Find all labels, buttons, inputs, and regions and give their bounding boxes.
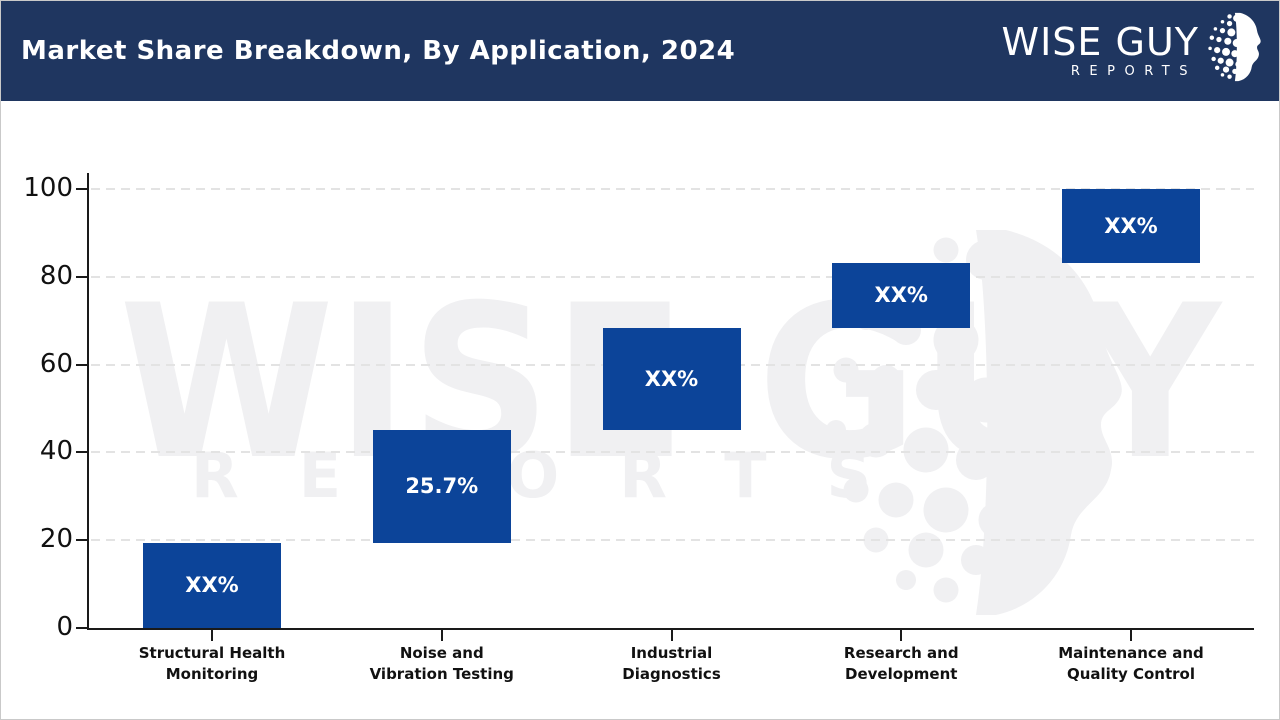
y-tick-label-80: 80	[39, 260, 73, 291]
gridline-100	[91, 188, 1254, 190]
logo-head-icon	[1208, 12, 1261, 82]
bar-value-label-1: XX%	[185, 573, 239, 598]
y-axis-line	[87, 173, 89, 630]
x-tick-1	[211, 630, 213, 641]
logo-text-line1: WISE GUY	[1001, 20, 1199, 64]
x-tick-2	[440, 630, 443, 641]
y-tick-40	[76, 451, 89, 454]
x-tick-4	[900, 630, 903, 641]
y-tick-0	[76, 627, 89, 629]
category-label-line: Development	[845, 665, 958, 683]
category-label-line: Quality Control	[1066, 665, 1195, 683]
bar-value-label-5: XX%	[1104, 214, 1158, 239]
page-title: Market Share Breakdown, By Application, …	[21, 36, 736, 66]
logo-text-line2: REPORTS	[1070, 64, 1197, 79]
category-label-3: Industrial Diagnostics	[552, 643, 792, 685]
category-label-line: Maintenance and	[1058, 644, 1204, 662]
category-label-line: Vibration Testing	[369, 665, 514, 683]
category-label-line: Structural Health	[138, 644, 286, 662]
y-tick-60	[76, 363, 89, 366]
chart-area: WISE GUY REPORTS 0 20 40 60 80 100 XX% Structur…	[1, 101, 1279, 719]
bar-1: XX%	[143, 542, 281, 628]
category-label-line: Noise and	[399, 644, 484, 662]
bar-value-label-3: XX%	[644, 366, 699, 391]
x-tick-5	[1130, 630, 1132, 641]
y-tick-label-20: 20	[39, 524, 73, 555]
y-tick-80	[76, 275, 89, 278]
gridline-80	[91, 275, 1254, 278]
y-tick-label-100: 100	[23, 173, 73, 203]
category-label-line: Monitoring	[165, 665, 259, 683]
y-tick-label-40: 40	[39, 436, 73, 467]
bar-value-label-2: 25.7%	[405, 474, 479, 499]
watermark-text-line2: REPORTS	[191, 439, 932, 512]
bar-3: XX%	[602, 327, 741, 430]
category-label-line: Research and	[843, 644, 959, 662]
bar-5: XX%	[1062, 189, 1200, 264]
y-tick-label-0: 0	[56, 612, 73, 642]
category-label-2: Noise and Vibration Testing	[322, 643, 562, 685]
bar-4: XX%	[832, 263, 971, 328]
header-banner: Market Share Breakdown, By Application, …	[1, 1, 1279, 101]
y-tick-100	[76, 188, 89, 190]
gridline-40	[91, 451, 1254, 454]
y-tick-20	[76, 539, 89, 542]
x-tick-3	[670, 630, 673, 641]
gridline-20	[91, 539, 1254, 542]
category-label-1: Structural Health Monitoring	[92, 643, 332, 685]
y-tick-label-60: 60	[39, 348, 73, 379]
x-axis-line	[87, 627, 1254, 630]
bar-2: 25.7%	[372, 430, 511, 543]
category-label-line: Industrial	[630, 644, 713, 662]
category-label-4: Research and Development	[781, 643, 1021, 685]
wise-guy-logo: WISE GUY REPORTS	[1002, 11, 1265, 91]
bar-value-label-4: XX%	[874, 283, 928, 308]
logo-wordmark: WISE GUY REPORTS	[1002, 23, 1199, 79]
category-label-5: Maintenance and Quality Control	[1011, 643, 1251, 685]
category-label-line: Diagnostics	[622, 665, 721, 683]
